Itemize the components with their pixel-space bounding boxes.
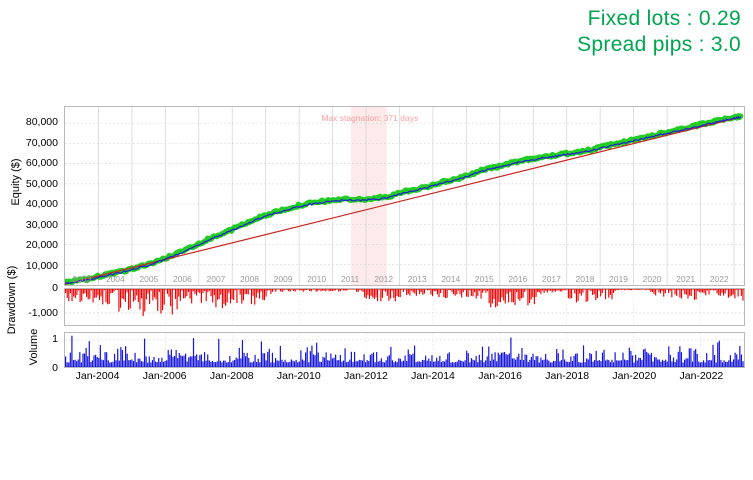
drawdown-plot [65,289,744,325]
equity-y-tick: 50,000 [25,177,58,190]
backtest-chart: Equity ($) Drawdown ($) Volume 10,000 20,… [0,98,753,390]
drawdown-y-tick: 0 [52,282,58,294]
equity-y-tick: 40,000 [25,198,58,211]
drawdown-panel [64,288,745,326]
x-tick-label: Jan-2010 [276,370,321,382]
volume-y-tick: 0 [52,362,58,374]
x-tick-label: Jan-2020 [612,370,657,382]
x-tick-label: Jan-2018 [545,370,590,382]
volume-y-tick: 1 [52,333,58,346]
x-tick-label: Jan-2012 [344,370,388,382]
fixed-lots-label: Fixed lots : 0.29 [587,7,741,30]
equity-y-tick: 60,000 [25,157,58,170]
equity-y-axis-ticks: 10,000 20,000 30,000 40,000 50,000 60,000 70,0… [0,98,58,390]
equity-y-tick: 30,000 [25,218,58,231]
equity-y-tick: 70,000 [25,136,58,149]
volume-panel [64,332,745,368]
spread-pips-label: Spread pips : 3.0 [577,33,741,56]
header-stats: Fixed lots : 0.29 Spread pips : 3.0 [577,6,741,58]
x-tick-label: Jan-2016 [478,370,522,382]
x-tick-label: Jan-2006 [142,370,187,382]
equity-panel: 2003 2004 2005 2006 2007 2008 2009 2010 2011 2012… [64,106,745,286]
x-tick-label: Jan-2022 [679,370,724,382]
x-axis-ticks: Jan-2004 Jan-2006 Jan-2008 Jan-2010 Jan-2012… [64,370,745,388]
drawdown-y-tick: -1,000 [28,307,58,320]
equity-y-tick: 80,000 [25,116,58,129]
equity-plot [65,107,744,285]
equity-y-tick: 20,000 [25,239,58,252]
volume-plot [65,333,744,367]
x-tick-label: Jan-2008 [209,370,254,382]
equity-y-tick: 10,000 [25,259,58,272]
x-tick-label: Jan-2004 [75,370,120,382]
drawdown-y-axis-ticks: 0 -1,000 [0,98,58,390]
x-tick-label: Jan-2014 [411,370,455,382]
